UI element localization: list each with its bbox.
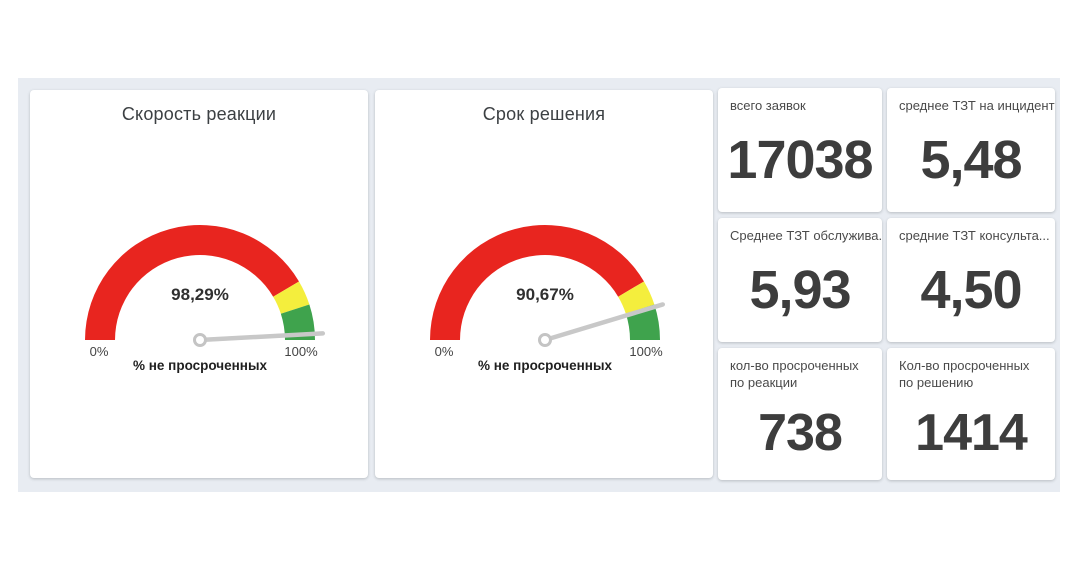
scorecard-value: 5,48 (920, 130, 1022, 191)
gauge-arc-yellow (618, 281, 655, 314)
dashboard-panel: 98,29% 0% 100% % не просроченных Скорость р… (18, 78, 1060, 492)
scorecard-avg-tzt-incident: среднее ТЗТ на инцидент 5,48 (887, 88, 1055, 212)
gauge-svg: 98,29% 0% 100% % не просроченных (85, 224, 326, 373)
gauge-max-label: 100% (629, 344, 663, 359)
gauge-arc-red (430, 224, 644, 340)
scorecard-avg-tzt-service: Среднее ТЗТ обслужива... 5,93 (718, 218, 882, 342)
gauge-axis-label: % не просроченных (478, 358, 612, 373)
gauge-arc-green (280, 304, 315, 340)
scorecard-label: среднее ТЗТ на инцидент (899, 98, 1055, 113)
gauge-arc-yellow (273, 281, 310, 314)
scorecard-label: Кол-во просроченных по решению (899, 358, 1030, 390)
gauge-card-resolution-time: 90,67% 0% 100% % не просроченных Срок решен… (375, 90, 713, 478)
chart-title-resolution-time: Срок решения (482, 104, 606, 124)
gauge-card-reaction-speed: 98,29% 0% 100% % не просроченных Скорость р… (30, 90, 368, 478)
scorecard-value: 4,50 (920, 260, 1022, 321)
gauge-needle (542, 302, 665, 343)
gauge-value-label: 90,67% (516, 285, 574, 304)
gauge-needle-hub (538, 333, 552, 347)
scorecard-avg-tzt-consult: средние ТЗТ консульта... 4,50 (887, 218, 1055, 342)
gauge-axis-label: % не просроченных (133, 358, 267, 373)
scorecard-overdue-resolution: Кол-во просроченных по решению 1414 (887, 348, 1055, 480)
scorecard-value: 1414 (915, 403, 1028, 462)
gauge-needle-hub (193, 333, 207, 347)
scorecard-label: всего заявок (730, 98, 806, 113)
gauge-max-label: 100% (284, 344, 318, 359)
gauge-value-label: 98,29% (171, 285, 229, 304)
scorecard-value: 5,93 (749, 260, 851, 321)
scorecard-value: 738 (758, 403, 843, 462)
chart-title-reaction-speed: Скорость реакции (121, 104, 277, 124)
scorecard-label: кол-во просроченных по реакции (730, 358, 859, 390)
gauge-min-label: 0% (90, 344, 109, 359)
gauge-svg: 90,67% 0% 100% % не просроченных (430, 224, 665, 373)
gauge-min-label: 0% (435, 344, 454, 359)
gauge-needle (197, 331, 326, 343)
scorecard-value: 17038 (727, 130, 873, 191)
scorecard-overdue-reaction: кол-во просроченных по реакции 738 (718, 348, 882, 480)
gauge-resolution-time: 90,67% 0% 100% % не просроченных (375, 90, 713, 478)
scorecard-label: Среднее ТЗТ обслужива... (730, 228, 882, 243)
scorecard-total-requests: всего заявок 17038 (718, 88, 882, 212)
gauge-arc-red (85, 224, 299, 340)
scorecard-label: средние ТЗТ консульта... (899, 228, 1050, 243)
gauge-reaction-speed: 98,29% 0% 100% % не просроченных (30, 90, 368, 478)
